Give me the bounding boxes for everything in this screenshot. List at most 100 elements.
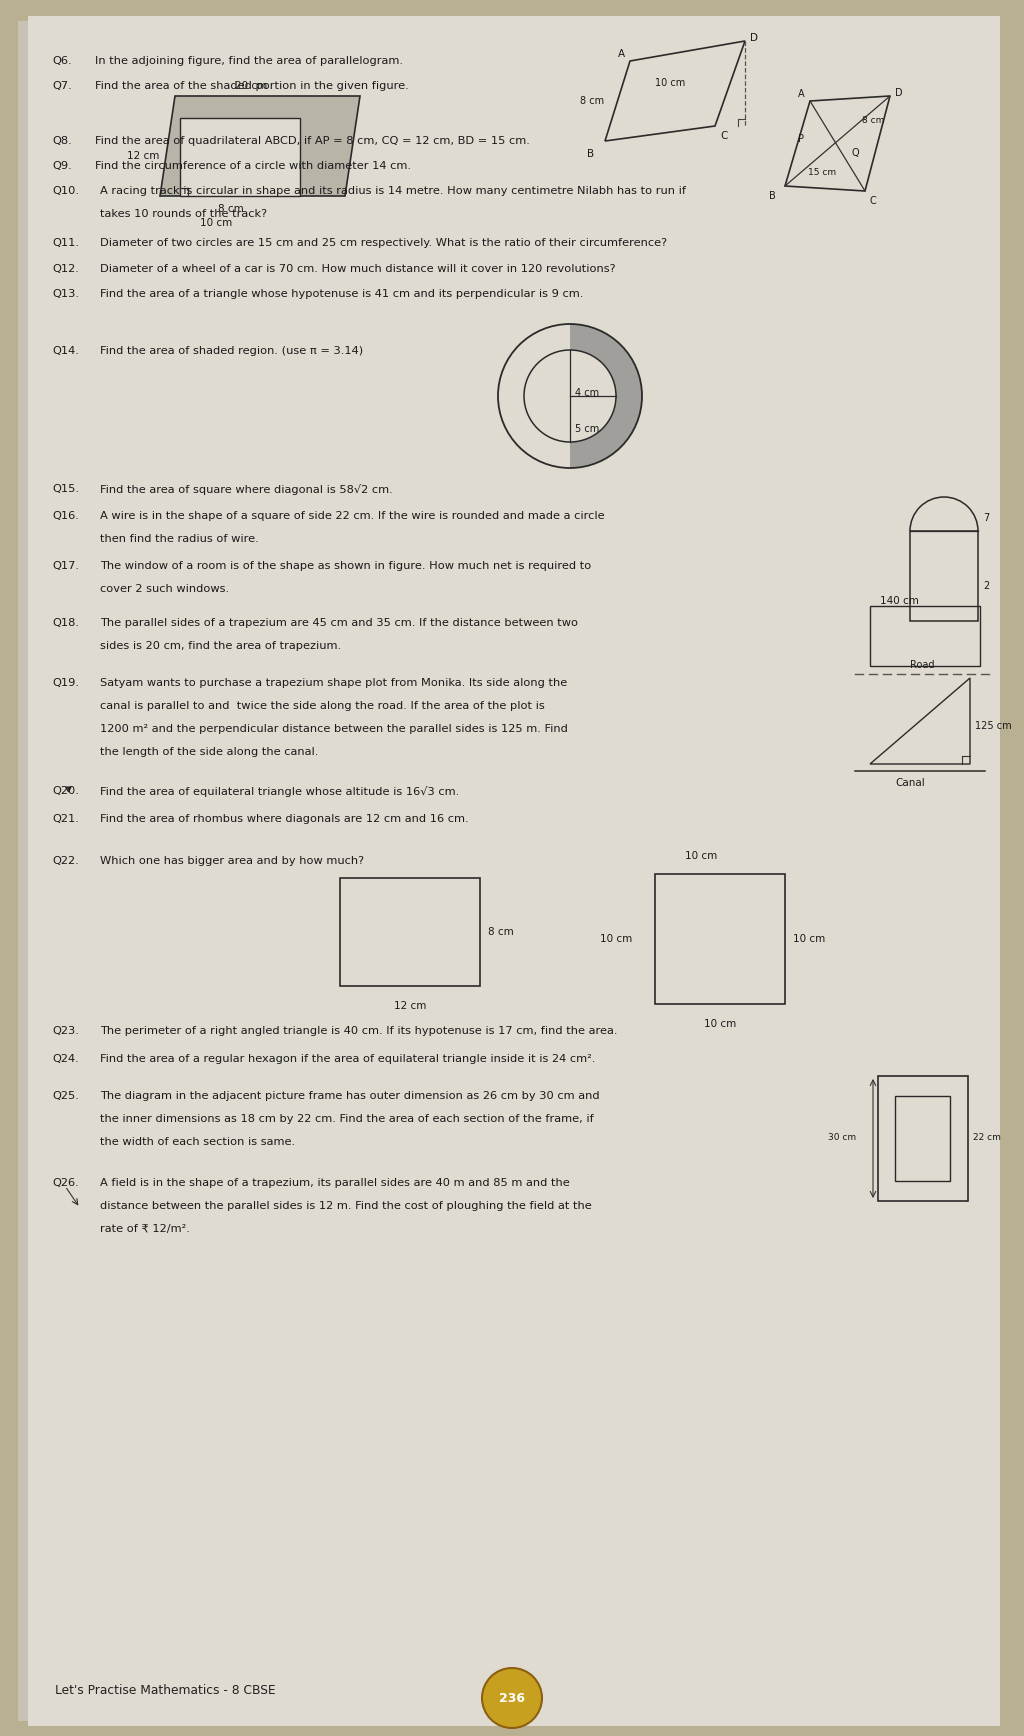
Text: 8 cm: 8 cm: [580, 95, 604, 106]
Text: 1200 m² and the perpendicular distance between the parallel sides is 125 m. Find: 1200 m² and the perpendicular distance b…: [100, 724, 568, 734]
Text: Q22.: Q22.: [52, 856, 79, 866]
Text: C: C: [870, 196, 877, 207]
Polygon shape: [180, 118, 300, 196]
Text: In the adjoining figure, find the area of parallelogram.: In the adjoining figure, find the area o…: [95, 56, 403, 66]
Bar: [895, 1095, 950, 1180]
Text: B: B: [769, 191, 776, 201]
Text: 10 cm: 10 cm: [685, 851, 717, 861]
Text: 8 cm: 8 cm: [488, 927, 514, 937]
Text: Q21.: Q21.: [52, 814, 79, 825]
Text: the length of the side along the canal.: the length of the side along the canal.: [100, 746, 318, 757]
Text: Q11.: Q11.: [52, 238, 79, 248]
Text: Find the area of a triangle whose hypotenuse is 41 cm and its perpendicular is 9: Find the area of a triangle whose hypote…: [100, 288, 584, 299]
Text: 7: 7: [983, 514, 989, 523]
Text: Q18.: Q18.: [52, 618, 79, 628]
Text: Q13.: Q13.: [52, 288, 79, 299]
Text: Diameter of two circles are 15 cm and 25 cm respectively. What is the ratio of t: Diameter of two circles are 15 cm and 25…: [100, 238, 667, 248]
Text: Q25.: Q25.: [52, 1090, 79, 1101]
Text: 10 cm: 10 cm: [600, 934, 632, 944]
Bar: [910, 531, 978, 621]
Text: Q15.: Q15.: [52, 484, 79, 495]
Text: A: A: [618, 49, 625, 59]
Text: Q10.: Q10.: [52, 186, 79, 196]
Text: Let's Practise Mathematics - 8 CBSE: Let's Practise Mathematics - 8 CBSE: [55, 1684, 275, 1698]
Text: 10 cm: 10 cm: [200, 219, 232, 227]
Text: D: D: [750, 33, 758, 43]
Text: Find the area of a regular hexagon if the area of equilateral triangle inside it: Find the area of a regular hexagon if th…: [100, 1054, 595, 1064]
Text: 10 cm: 10 cm: [655, 78, 685, 89]
Text: Find the area of quadrilateral ABCD, if AP = 8 cm, CQ = 12 cm, BD = 15 cm.: Find the area of quadrilateral ABCD, if …: [95, 135, 529, 146]
Text: A racing track is circular in shape and its radius is 14 metre. How many centime: A racing track is circular in shape and …: [100, 186, 686, 196]
Text: Q23.: Q23.: [52, 1026, 79, 1036]
Text: 30 cm: 30 cm: [828, 1134, 856, 1142]
Text: Find the area of shaded region. (use π = 3.14): Find the area of shaded region. (use π =…: [100, 345, 364, 356]
Text: Diameter of a wheel of a car is 70 cm. How much distance will it cover in 120 re: Diameter of a wheel of a car is 70 cm. H…: [100, 264, 615, 274]
Text: B: B: [587, 149, 594, 160]
Text: Canal: Canal: [895, 778, 925, 788]
Bar: [878, 1076, 968, 1201]
Text: Find the area of square where diagonal is 58√2 cm.: Find the area of square where diagonal i…: [100, 484, 393, 495]
Text: 2: 2: [983, 582, 989, 590]
Text: 5 cm: 5 cm: [575, 424, 599, 434]
Bar: [870, 606, 980, 667]
Text: sides is 20 cm, find the area of trapezium.: sides is 20 cm, find the area of trapezi…: [100, 641, 341, 651]
Text: Q19.: Q19.: [52, 679, 79, 687]
Text: Q17.: Q17.: [52, 561, 79, 571]
Text: Q8.: Q8.: [52, 135, 72, 146]
Text: Q9.: Q9.: [52, 161, 72, 172]
Text: then find the radius of wire.: then find the radius of wire.: [100, 535, 259, 543]
Text: Which one has bigger area and by how much?: Which one has bigger area and by how muc…: [100, 856, 365, 866]
Text: 12 cm: 12 cm: [394, 1002, 426, 1010]
Text: Satyam wants to purchase a trapezium shape plot from Monika. Its side along the: Satyam wants to purchase a trapezium sha…: [100, 679, 567, 687]
Text: canal is parallel to and  twice the side along the road. If the area of the plot: canal is parallel to and twice the side …: [100, 701, 545, 712]
Text: The parallel sides of a trapezium are 45 cm and 35 cm. If the distance between t: The parallel sides of a trapezium are 45…: [100, 618, 578, 628]
Text: Q16.: Q16.: [52, 510, 79, 521]
Text: 125 cm: 125 cm: [975, 720, 1012, 731]
Text: Q24.: Q24.: [52, 1054, 79, 1064]
Text: A field is in the shape of a trapezium, its parallel sides are 40 m and 85 m and: A field is in the shape of a trapezium, …: [100, 1179, 569, 1187]
Text: Q20.: Q20.: [52, 786, 79, 797]
Text: A wire is in the shape of a square of side 22 cm. If the wire is rounded and mad: A wire is in the shape of a square of si…: [100, 510, 604, 521]
Text: distance between the parallel sides is 12 m. Find the cost of ploughing the fiel: distance between the parallel sides is 1…: [100, 1201, 592, 1212]
Text: 15 cm: 15 cm: [808, 168, 837, 177]
Polygon shape: [18, 21, 30, 1720]
Text: Find the area of the shaded portion in the given figure.: Find the area of the shaded portion in t…: [95, 82, 409, 90]
Text: The diagram in the adjacent picture frame has outer dimension as 26 cm by 30 cm : The diagram in the adjacent picture fram…: [100, 1090, 600, 1101]
Text: the width of each section is same.: the width of each section is same.: [100, 1137, 295, 1147]
Text: Find the area of equilateral triangle whose altitude is 16√3 cm.: Find the area of equilateral triangle wh…: [100, 786, 459, 797]
Text: 10 cm: 10 cm: [793, 934, 825, 944]
Text: 8 cm: 8 cm: [218, 205, 244, 214]
Text: 236: 236: [499, 1691, 525, 1705]
Text: the inner dimensions as 18 cm by 22 cm. Find the area of each section of the fra: the inner dimensions as 18 cm by 22 cm. …: [100, 1115, 594, 1123]
Text: takes 10 rounds of the track?: takes 10 rounds of the track?: [100, 208, 267, 219]
Text: C: C: [720, 130, 727, 141]
Text: 4 cm: 4 cm: [575, 389, 599, 398]
Text: Q12.: Q12.: [52, 264, 79, 274]
Text: 8 cm: 8 cm: [862, 116, 885, 125]
Text: rate of ₹ 12/m².: rate of ₹ 12/m².: [100, 1224, 189, 1234]
Text: Find the area of rhombus where diagonals are 12 cm and 16 cm.: Find the area of rhombus where diagonals…: [100, 814, 469, 825]
Polygon shape: [28, 16, 1000, 87]
Text: 140 cm: 140 cm: [880, 595, 919, 606]
Text: Q7.: Q7.: [52, 82, 72, 90]
Bar: [340, 878, 480, 986]
Text: cover 2 such windows.: cover 2 such windows.: [100, 583, 229, 594]
Text: A: A: [798, 89, 805, 99]
Bar: [655, 873, 785, 1003]
Polygon shape: [28, 16, 1000, 1726]
Text: Q14.: Q14.: [52, 345, 79, 356]
Polygon shape: [160, 95, 360, 196]
Text: Q26.: Q26.: [52, 1179, 79, 1187]
Text: D: D: [895, 89, 902, 97]
Text: 22 cm: 22 cm: [973, 1134, 1000, 1142]
Text: P: P: [798, 134, 804, 144]
Polygon shape: [570, 325, 642, 469]
Text: Q6.: Q6.: [52, 56, 72, 66]
Text: The window of a room is of the shape as shown in figure. How much net is require: The window of a room is of the shape as …: [100, 561, 591, 571]
Text: The perimeter of a right angled triangle is 40 cm. If its hypotenuse is 17 cm, f: The perimeter of a right angled triangle…: [100, 1026, 617, 1036]
Text: 12 cm: 12 cm: [127, 151, 160, 161]
Text: Q: Q: [852, 148, 859, 158]
Text: Road: Road: [910, 660, 935, 670]
Circle shape: [482, 1668, 542, 1727]
Text: Find the circumference of a circle with diameter 14 cm.: Find the circumference of a circle with …: [95, 161, 411, 172]
